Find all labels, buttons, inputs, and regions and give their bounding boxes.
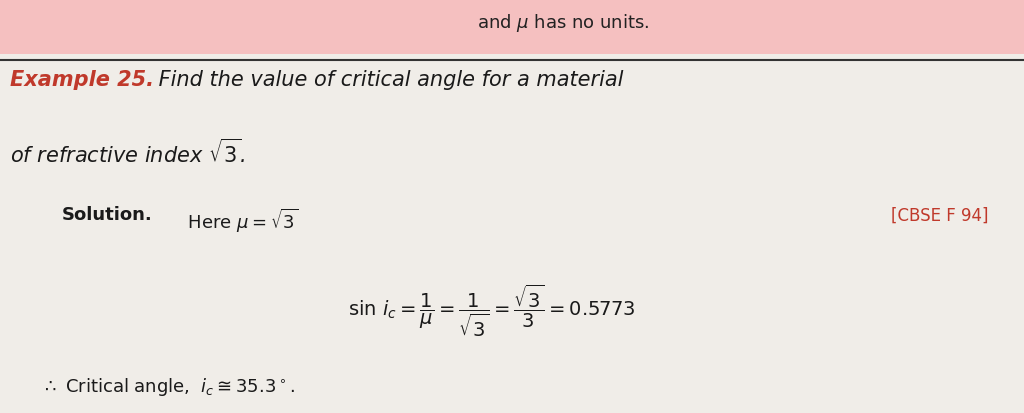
Text: $\therefore$ Critical angle,  $i_c \cong 35.3^\circ$.: $\therefore$ Critical angle, $i_c \cong … <box>41 376 295 398</box>
Text: Solution.: Solution. <box>61 206 153 225</box>
Text: of refractive index $\sqrt{3}$.: of refractive index $\sqrt{3}$. <box>10 138 246 167</box>
FancyBboxPatch shape <box>0 0 1024 54</box>
Text: and $\mu$ has no units.: and $\mu$ has no units. <box>477 12 649 34</box>
Text: Find the value of critical angle for a material: Find the value of critical angle for a m… <box>152 70 623 90</box>
Text: $\sin\, i_c = \dfrac{1}{\mu} = \dfrac{1}{\sqrt{3}} = \dfrac{\sqrt{3}}{3} = 0.577: $\sin\, i_c = \dfrac{1}{\mu} = \dfrac{1}… <box>348 283 635 339</box>
Text: [CBSE F 94]: [CBSE F 94] <box>891 206 988 225</box>
Text: Here $\mu = \sqrt{3}$: Here $\mu = \sqrt{3}$ <box>182 206 299 235</box>
Text: Example 25.: Example 25. <box>10 70 155 90</box>
